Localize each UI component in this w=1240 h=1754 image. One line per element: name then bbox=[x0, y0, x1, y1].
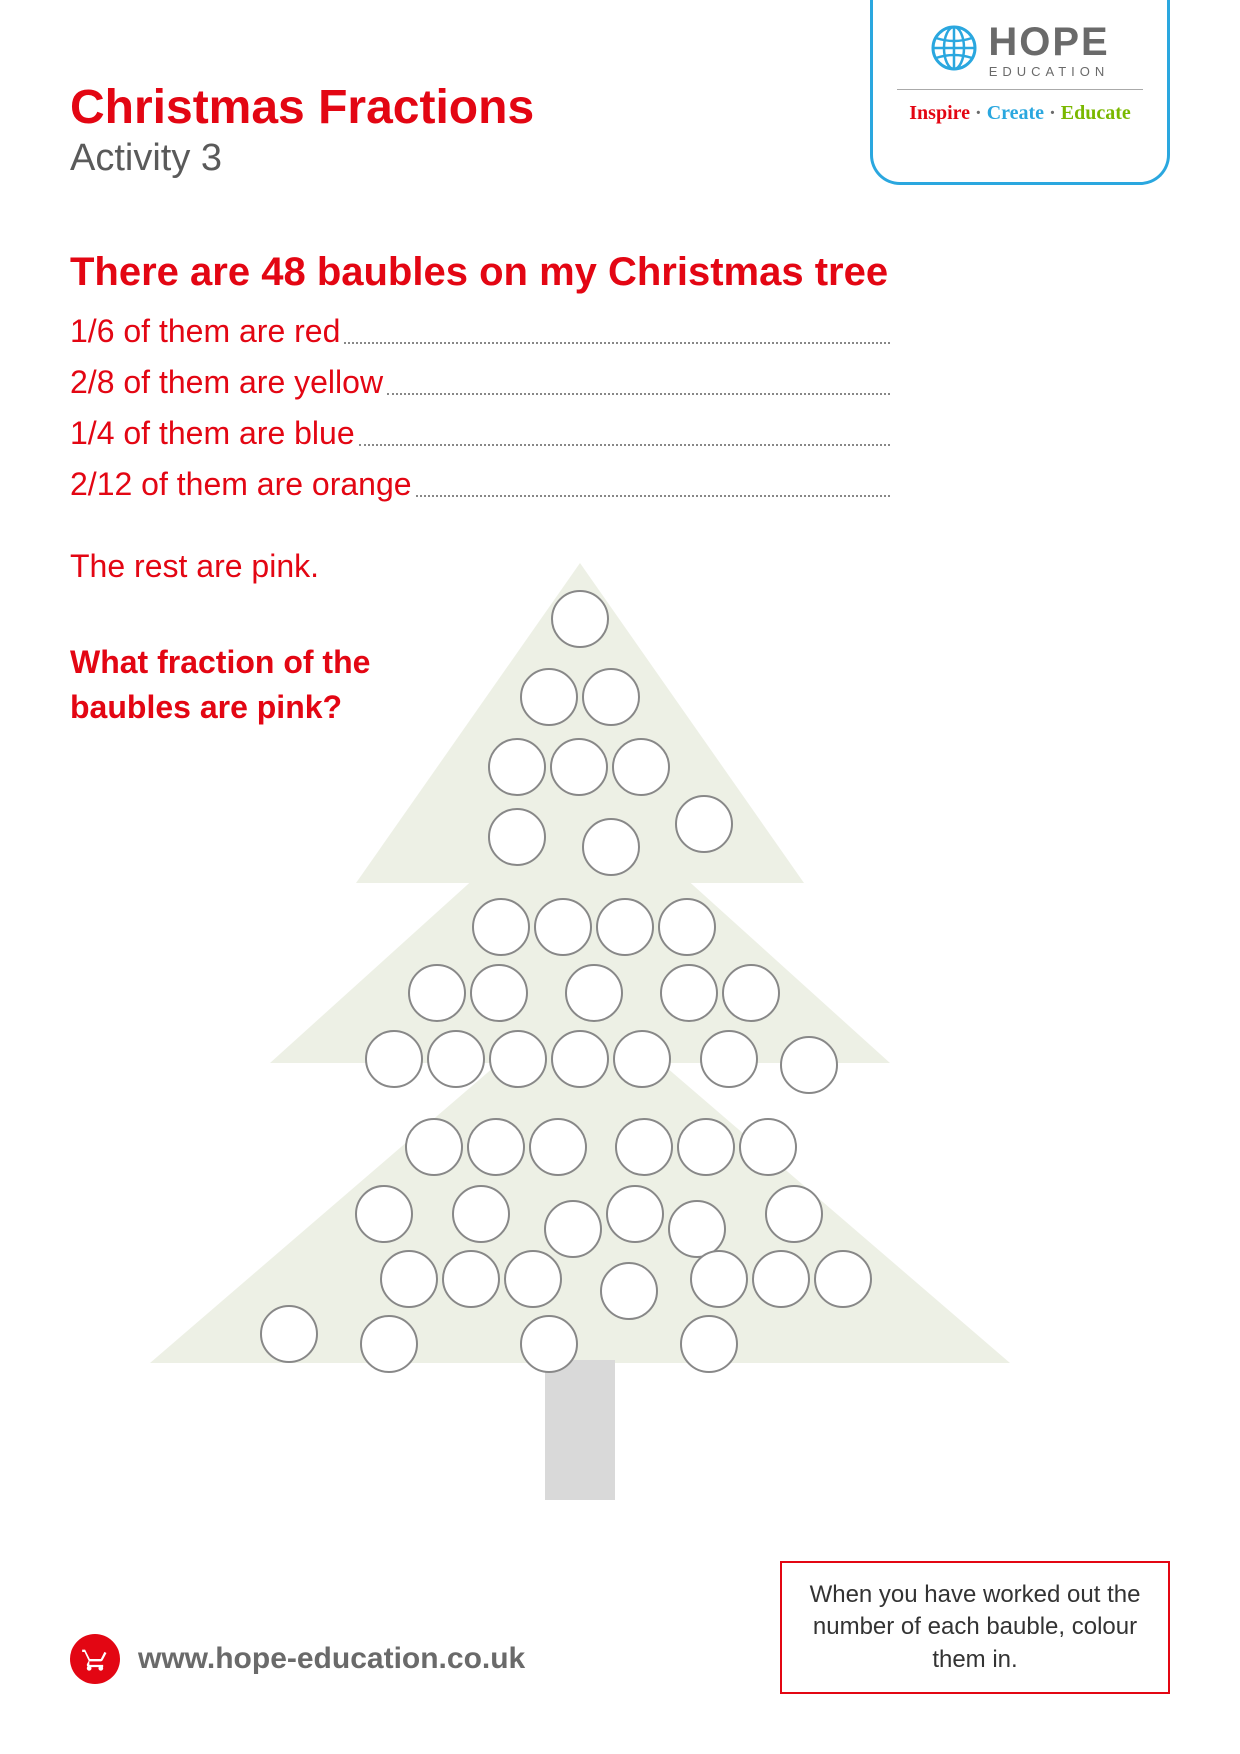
bauble[interactable] bbox=[355, 1185, 413, 1243]
fraction-line: 1/4 of them are blue bbox=[70, 415, 890, 452]
tagline-dot: · bbox=[975, 102, 982, 124]
bauble[interactable] bbox=[470, 964, 528, 1022]
bauble[interactable] bbox=[613, 1030, 671, 1088]
bauble[interactable] bbox=[660, 964, 718, 1022]
logo-tagline: Inspire · Create · Educate bbox=[893, 102, 1147, 125]
bauble[interactable] bbox=[612, 738, 670, 796]
bauble[interactable] bbox=[606, 1185, 664, 1243]
bauble[interactable] bbox=[765, 1185, 823, 1243]
bauble[interactable] bbox=[442, 1250, 500, 1308]
footer-url: www.hope-education.co.uk bbox=[138, 1642, 525, 1676]
bauble[interactable] bbox=[615, 1118, 673, 1176]
bauble[interactable] bbox=[534, 898, 592, 956]
bauble[interactable] bbox=[360, 1315, 418, 1373]
bauble[interactable] bbox=[260, 1305, 318, 1363]
fraction-lines: 1/6 of them are red 2/8 of them are yello… bbox=[70, 313, 1170, 503]
globe-icon bbox=[930, 24, 978, 77]
bauble[interactable] bbox=[467, 1118, 525, 1176]
tagline-dot: · bbox=[1049, 102, 1056, 124]
logo-brand-sub: EDUCATION bbox=[988, 64, 1109, 79]
answer-line[interactable] bbox=[387, 393, 890, 395]
tagline-inspire: Inspire bbox=[909, 102, 970, 124]
bauble[interactable] bbox=[677, 1118, 735, 1176]
fraction-text: 2/8 of them are yellow bbox=[70, 364, 383, 401]
bauble[interactable] bbox=[520, 1315, 578, 1373]
tree-trunk bbox=[545, 1360, 615, 1500]
bauble[interactable] bbox=[472, 898, 530, 956]
brand-logo-box: HOPE EDUCATION Inspire · Create · Educat… bbox=[870, 0, 1170, 185]
logo-divider bbox=[897, 89, 1143, 90]
fraction-line: 2/12 of them are orange bbox=[70, 466, 890, 503]
bauble[interactable] bbox=[596, 898, 654, 956]
christmas-tree bbox=[120, 560, 1040, 1560]
fraction-text: 1/4 of them are blue bbox=[70, 415, 355, 452]
bauble[interactable] bbox=[550, 738, 608, 796]
bauble[interactable] bbox=[814, 1250, 872, 1308]
bauble[interactable] bbox=[675, 795, 733, 853]
bauble[interactable] bbox=[408, 964, 466, 1022]
logo-brand: HOPE bbox=[988, 22, 1109, 62]
bauble[interactable] bbox=[700, 1030, 758, 1088]
bauble[interactable] bbox=[405, 1118, 463, 1176]
bauble[interactable] bbox=[680, 1315, 738, 1373]
tagline-educate: Educate bbox=[1061, 102, 1131, 124]
bauble[interactable] bbox=[380, 1250, 438, 1308]
bauble[interactable] bbox=[690, 1250, 748, 1308]
fraction-text: 2/12 of them are orange bbox=[70, 466, 412, 503]
instruction-box: When you have worked out the number of e… bbox=[780, 1561, 1170, 1694]
answer-line[interactable] bbox=[359, 444, 890, 446]
bauble[interactable] bbox=[752, 1250, 810, 1308]
bauble[interactable] bbox=[780, 1036, 838, 1094]
bauble[interactable] bbox=[658, 898, 716, 956]
bauble[interactable] bbox=[544, 1200, 602, 1258]
logo-top-row: HOPE EDUCATION bbox=[893, 22, 1147, 79]
bauble[interactable] bbox=[489, 1030, 547, 1088]
bauble[interactable] bbox=[452, 1185, 510, 1243]
bauble[interactable] bbox=[504, 1250, 562, 1308]
fraction-line: 1/6 of them are red bbox=[70, 313, 890, 350]
logo-text-group: HOPE EDUCATION bbox=[988, 22, 1109, 79]
answer-line[interactable] bbox=[416, 495, 890, 497]
fraction-text: 1/6 of them are red bbox=[70, 313, 340, 350]
bauble[interactable] bbox=[551, 1030, 609, 1088]
bauble[interactable] bbox=[565, 964, 623, 1022]
question-title: There are 48 baubles on my Christmas tre… bbox=[70, 250, 1170, 295]
bauble[interactable] bbox=[582, 818, 640, 876]
bauble[interactable] bbox=[520, 668, 578, 726]
bauble[interactable] bbox=[739, 1118, 797, 1176]
bauble[interactable] bbox=[427, 1030, 485, 1088]
bauble[interactable] bbox=[582, 668, 640, 726]
answer-line[interactable] bbox=[344, 342, 890, 344]
bauble[interactable] bbox=[722, 964, 780, 1022]
tagline-create: Create bbox=[987, 102, 1044, 124]
bauble[interactable] bbox=[488, 808, 546, 866]
bauble[interactable] bbox=[529, 1118, 587, 1176]
bauble[interactable] bbox=[600, 1262, 658, 1320]
cart-icon bbox=[70, 1634, 120, 1684]
bauble[interactable] bbox=[551, 590, 609, 648]
bauble[interactable] bbox=[488, 738, 546, 796]
bauble[interactable] bbox=[365, 1030, 423, 1088]
footer: www.hope-education.co.uk bbox=[70, 1634, 525, 1684]
fraction-line: 2/8 of them are yellow bbox=[70, 364, 890, 401]
